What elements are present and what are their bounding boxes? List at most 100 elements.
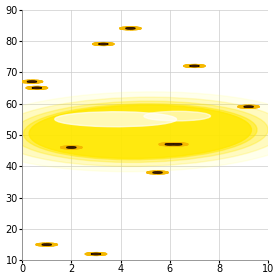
Ellipse shape bbox=[120, 27, 125, 29]
Ellipse shape bbox=[27, 82, 39, 83]
Ellipse shape bbox=[153, 173, 165, 174]
Circle shape bbox=[172, 144, 182, 145]
Circle shape bbox=[91, 253, 101, 255]
Ellipse shape bbox=[238, 106, 243, 107]
Ellipse shape bbox=[36, 244, 41, 245]
Ellipse shape bbox=[85, 254, 94, 255]
Ellipse shape bbox=[36, 244, 41, 246]
Circle shape bbox=[126, 28, 135, 29]
Circle shape bbox=[42, 244, 51, 245]
Ellipse shape bbox=[29, 105, 251, 158]
Ellipse shape bbox=[122, 29, 133, 30]
Ellipse shape bbox=[46, 245, 57, 246]
Circle shape bbox=[43, 244, 50, 245]
Ellipse shape bbox=[41, 88, 48, 89]
Ellipse shape bbox=[63, 146, 74, 147]
Ellipse shape bbox=[21, 81, 26, 83]
Ellipse shape bbox=[95, 253, 106, 254]
Circle shape bbox=[190, 65, 199, 67]
Ellipse shape bbox=[107, 43, 114, 44]
Ellipse shape bbox=[184, 65, 189, 66]
Ellipse shape bbox=[157, 173, 167, 174]
Ellipse shape bbox=[26, 87, 31, 89]
Ellipse shape bbox=[244, 105, 256, 106]
Ellipse shape bbox=[162, 171, 168, 173]
Ellipse shape bbox=[162, 172, 168, 174]
Ellipse shape bbox=[66, 146, 78, 147]
Ellipse shape bbox=[159, 144, 164, 145]
Ellipse shape bbox=[149, 173, 160, 174]
Ellipse shape bbox=[174, 143, 181, 144]
Ellipse shape bbox=[164, 172, 168, 173]
Ellipse shape bbox=[169, 145, 180, 146]
Ellipse shape bbox=[137, 28, 141, 29]
Ellipse shape bbox=[169, 145, 180, 146]
Ellipse shape bbox=[61, 146, 69, 147]
Ellipse shape bbox=[174, 144, 181, 146]
Ellipse shape bbox=[122, 27, 133, 28]
Ellipse shape bbox=[109, 43, 114, 45]
Ellipse shape bbox=[103, 43, 113, 44]
Ellipse shape bbox=[149, 171, 160, 172]
Ellipse shape bbox=[253, 106, 259, 107]
Ellipse shape bbox=[183, 144, 188, 145]
Ellipse shape bbox=[240, 107, 251, 108]
Circle shape bbox=[100, 44, 107, 45]
Ellipse shape bbox=[23, 82, 35, 83]
Ellipse shape bbox=[46, 243, 57, 244]
Ellipse shape bbox=[85, 253, 90, 255]
Ellipse shape bbox=[147, 172, 156, 174]
Ellipse shape bbox=[93, 43, 98, 45]
Ellipse shape bbox=[165, 143, 177, 144]
Ellipse shape bbox=[21, 81, 26, 82]
Circle shape bbox=[29, 81, 35, 82]
Ellipse shape bbox=[120, 27, 129, 28]
Ellipse shape bbox=[125, 29, 137, 30]
Ellipse shape bbox=[107, 44, 114, 45]
Ellipse shape bbox=[157, 171, 167, 172]
Ellipse shape bbox=[28, 88, 40, 89]
Ellipse shape bbox=[38, 243, 50, 244]
Ellipse shape bbox=[93, 43, 101, 44]
Ellipse shape bbox=[71, 148, 81, 149]
Circle shape bbox=[27, 81, 37, 82]
Ellipse shape bbox=[53, 244, 57, 245]
Ellipse shape bbox=[167, 144, 175, 146]
Ellipse shape bbox=[165, 145, 177, 146]
Ellipse shape bbox=[201, 65, 205, 67]
Ellipse shape bbox=[0, 97, 280, 166]
Circle shape bbox=[167, 144, 173, 145]
Ellipse shape bbox=[159, 143, 168, 144]
Ellipse shape bbox=[21, 80, 30, 81]
Ellipse shape bbox=[27, 80, 39, 81]
Ellipse shape bbox=[159, 144, 168, 146]
Ellipse shape bbox=[238, 107, 247, 108]
Ellipse shape bbox=[51, 244, 57, 246]
Ellipse shape bbox=[253, 106, 259, 108]
Ellipse shape bbox=[100, 253, 107, 254]
Ellipse shape bbox=[120, 29, 129, 30]
Ellipse shape bbox=[167, 143, 175, 144]
Ellipse shape bbox=[169, 143, 180, 144]
Circle shape bbox=[154, 172, 161, 173]
Circle shape bbox=[174, 144, 181, 145]
Ellipse shape bbox=[159, 143, 164, 145]
Ellipse shape bbox=[130, 27, 140, 28]
Ellipse shape bbox=[167, 144, 172, 145]
Ellipse shape bbox=[63, 148, 74, 149]
Ellipse shape bbox=[172, 143, 184, 144]
Ellipse shape bbox=[36, 87, 47, 88]
Ellipse shape bbox=[199, 65, 205, 66]
Ellipse shape bbox=[85, 253, 94, 254]
Ellipse shape bbox=[61, 146, 66, 148]
Circle shape bbox=[99, 43, 108, 45]
Ellipse shape bbox=[125, 27, 137, 28]
Ellipse shape bbox=[147, 172, 152, 173]
Ellipse shape bbox=[75, 146, 82, 148]
Ellipse shape bbox=[240, 105, 251, 106]
Ellipse shape bbox=[147, 171, 156, 172]
Ellipse shape bbox=[0, 92, 280, 172]
Ellipse shape bbox=[24, 104, 257, 160]
Ellipse shape bbox=[38, 245, 50, 246]
Ellipse shape bbox=[147, 172, 152, 174]
